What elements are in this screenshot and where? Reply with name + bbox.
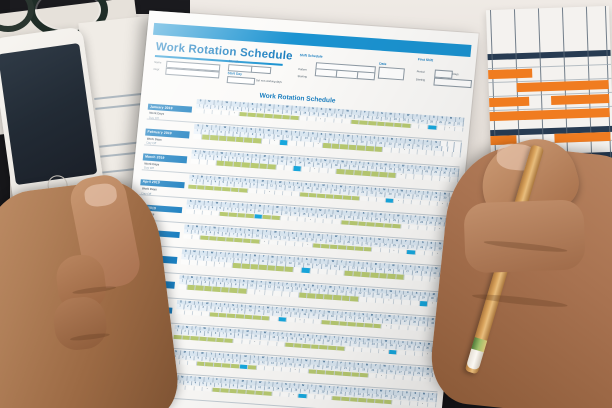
shift-cell[interactable]: • (437, 201, 448, 207)
shift-cell[interactable]: • (420, 377, 431, 383)
gantt-bar (523, 107, 610, 120)
shift-cell[interactable]: • (250, 339, 261, 345)
pattern-sub-b[interactable] (335, 69, 359, 80)
shift-cell[interactable]: • (394, 198, 404, 204)
shift-cell[interactable]: • (289, 393, 299, 399)
shift-cell[interactable]: • (305, 217, 316, 223)
right-index-finger (463, 199, 586, 274)
period-label: Period (416, 70, 425, 74)
pattern-sub-c[interactable] (356, 71, 376, 81)
shift-cell[interactable]: • (269, 139, 280, 145)
shift-cell[interactable]: • (303, 242, 314, 248)
shift-cell[interactable]: • (384, 298, 395, 304)
pattern-sub-a[interactable] (314, 68, 338, 78)
starting-field[interactable] (433, 77, 473, 89)
shift-cell[interactable]: • (379, 348, 390, 354)
shift-cell[interactable]: • (316, 117, 326, 123)
gantt-bar (550, 93, 610, 105)
pencil-eraser (465, 348, 484, 371)
month-label-text: February 2019 (147, 129, 172, 136)
date-label: Date (379, 61, 387, 67)
name-label: Name (154, 60, 162, 65)
date-field[interactable] (377, 66, 405, 81)
phone-screen (0, 42, 98, 186)
shift-cell[interactable]: • (290, 367, 301, 374)
pattern-label: Pattern (298, 68, 308, 72)
note-text: Set non-working days (255, 79, 282, 84)
month-label-text: March 2019 (144, 154, 165, 161)
shift-cell[interactable]: • (215, 261, 225, 267)
month-label-text: January 2019 (149, 104, 173, 111)
gantt-bar (554, 131, 611, 143)
shift-cell[interactable]: • (259, 239, 270, 245)
month-section-label: Month (228, 59, 239, 64)
gantt-bar (488, 68, 533, 80)
shift-cell[interactable]: • (310, 167, 321, 173)
shift-cell[interactable] (452, 152, 462, 158)
start-day-field[interactable] (226, 76, 256, 85)
shift-cell[interactable]: • (295, 317, 306, 323)
shift-cell[interactable]: • (255, 289, 266, 295)
first-shift-label: First Shift (417, 57, 434, 63)
shift-cell[interactable]: • (418, 402, 428, 408)
shift-cell[interactable]: • (445, 126, 455, 132)
shift-cell[interactable]: • (381, 323, 392, 329)
shift-schedule-label: Shift Schedule (299, 53, 323, 59)
shift-cell[interactable]: • (389, 248, 400, 254)
gantt-bar (489, 110, 526, 122)
shift-cell[interactable]: • (396, 173, 407, 179)
shift-cell[interactable]: • (265, 189, 275, 195)
shift-cell[interactable]: • (440, 176, 451, 182)
shift-cell[interactable]: • (313, 142, 324, 148)
shift-cell[interactable] (427, 402, 437, 408)
year-field[interactable] (250, 65, 272, 75)
starting-label: Starting (297, 74, 307, 79)
days-label: Days (452, 72, 459, 77)
shift-cell[interactable]: • (202, 387, 213, 393)
gantt-bar (516, 79, 609, 93)
shift-cell[interactable]: • (399, 148, 410, 154)
dept-label: Dept (153, 67, 160, 72)
gantt-bar (489, 96, 530, 108)
shift-cell[interactable] (454, 127, 464, 133)
cup-ring-secondary (0, 0, 34, 32)
shift-cell[interactable]: • (376, 374, 387, 380)
shift-cell[interactable]: • (229, 111, 240, 117)
month-label-text: April 2019 (142, 179, 160, 186)
starting-label-2: Starting (415, 78, 426, 82)
